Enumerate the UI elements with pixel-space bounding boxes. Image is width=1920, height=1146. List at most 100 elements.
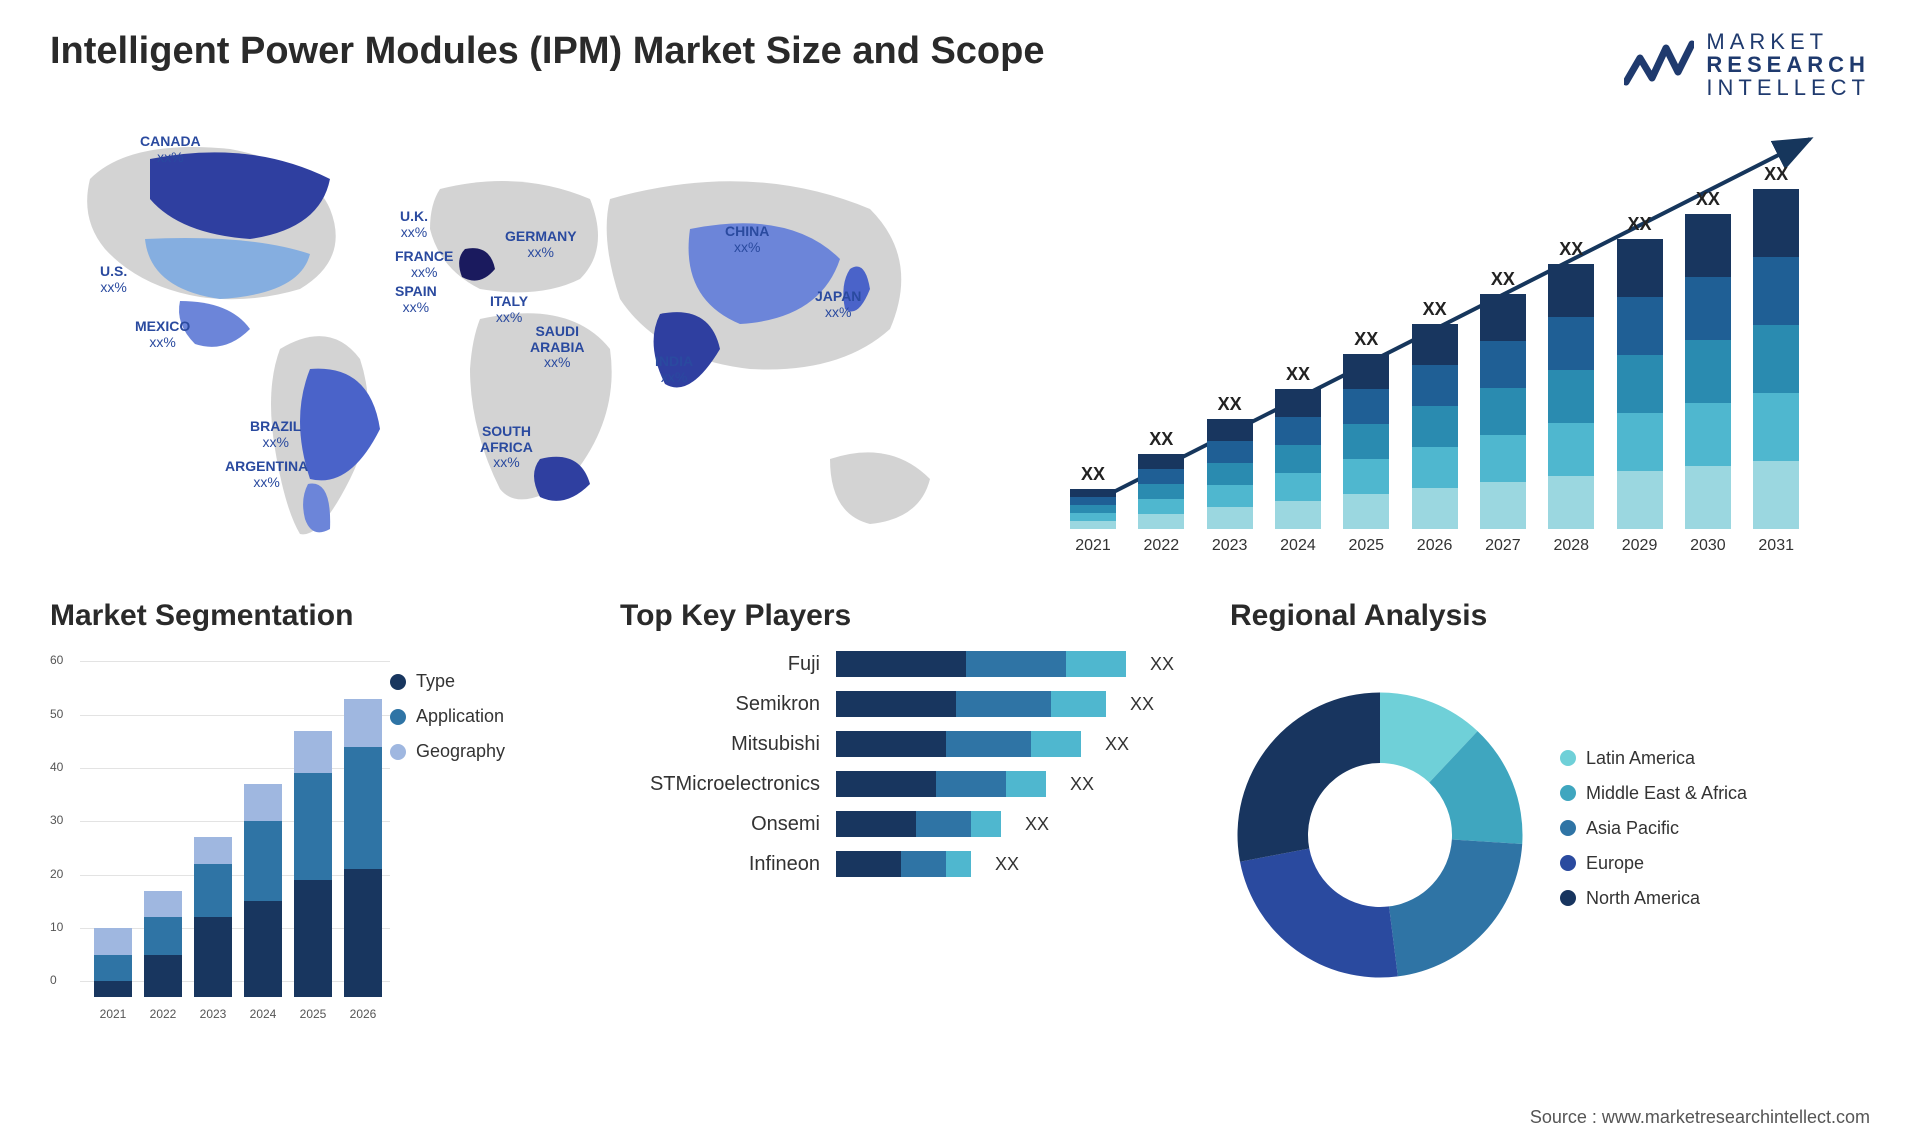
player-name: Fuji — [620, 653, 820, 676]
player-name: Semikron — [620, 693, 820, 716]
growth-value-label: XX — [1205, 394, 1255, 415]
player-row: Semikron XX — [620, 691, 1180, 717]
seg-legend-item: Type — [390, 671, 570, 692]
logo-text: MARKET RESEARCH INTELLECT — [1706, 30, 1870, 99]
page-title: Intelligent Power Modules (IPM) Market S… — [50, 30, 1045, 73]
seg-xlabel: 2026 — [343, 1007, 383, 1021]
growth-value-label: XX — [1410, 299, 1460, 320]
player-name: STMicroelectronics — [620, 773, 820, 796]
growth-value-label: XX — [1546, 239, 1596, 260]
growth-xlabel: 2023 — [1205, 537, 1255, 555]
player-name: Infineon — [620, 853, 820, 876]
map-label-saudiarabia: SAUDIARABIAxx% — [530, 324, 584, 370]
segmentation-panel: Market Segmentation 01020304050602021202… — [50, 599, 570, 1019]
growth-bar-2028 — [1548, 264, 1594, 529]
regional-title: Regional Analysis — [1230, 599, 1870, 633]
seg-ylabel: 20 — [50, 867, 63, 881]
growth-xlabel: 2027 — [1478, 537, 1528, 555]
players-chart: FujiXXSemikronXXMitsubishiXXSTMicroelect… — [620, 651, 1180, 891]
growth-value-label: XX — [1341, 329, 1391, 350]
growth-bar-2022 — [1138, 454, 1184, 529]
seg-ylabel: 60 — [50, 653, 63, 667]
seg-bar-2026 — [344, 699, 382, 998]
players-panel: Top Key Players FujiXXSemikronXXMitsubis… — [620, 599, 1180, 1019]
growth-value-label: XX — [1478, 269, 1528, 290]
map-label-germany: GERMANYxx% — [505, 229, 577, 260]
growth-bar-2021 — [1070, 489, 1116, 529]
seg-bar-2021 — [94, 928, 132, 997]
donut-slice — [1389, 840, 1522, 977]
player-value: XX — [1025, 814, 1049, 835]
map-label-japan: JAPANxx% — [815, 289, 861, 320]
map-label-india: INDIAxx% — [655, 354, 693, 385]
growth-xlabel: 2022 — [1136, 537, 1186, 555]
map-label-southafrica: SOUTHAFRICAxx% — [480, 424, 533, 470]
seg-ylabel: 40 — [50, 760, 63, 774]
growth-xlabel: 2026 — [1410, 537, 1460, 555]
growth-bar-2031 — [1753, 189, 1799, 529]
regional-donut — [1230, 685, 1530, 985]
growth-value-label: XX — [1683, 189, 1733, 210]
map-label-china: CHINAxx% — [725, 224, 769, 255]
map-label-canada: CANADAxx% — [140, 134, 201, 165]
seg-legend-item: Application — [390, 706, 570, 727]
player-value: XX — [995, 854, 1019, 875]
growth-value-label: XX — [1615, 214, 1665, 235]
map-label-uk: U.K.xx% — [400, 209, 428, 240]
regional-legend-item: Europe — [1560, 853, 1870, 874]
logo-icon — [1624, 38, 1694, 92]
seg-legend-item: Geography — [390, 741, 570, 762]
growth-chart: 2021XX2022XX2023XX2024XX2025XX2026XX2027… — [1050, 119, 1870, 559]
growth-bar-2024 — [1275, 389, 1321, 529]
player-value: XX — [1105, 734, 1129, 755]
source-label: Source : www.marketresearchintellect.com — [1530, 1107, 1870, 1128]
regional-legend-item: Latin America — [1560, 748, 1870, 769]
player-value: XX — [1130, 694, 1154, 715]
seg-xlabel: 2022 — [143, 1007, 183, 1021]
player-bar — [836, 851, 971, 877]
player-bar — [836, 651, 1126, 677]
seg-ylabel: 30 — [50, 813, 63, 827]
growth-xlabel: 2031 — [1751, 537, 1801, 555]
seg-bar-2024 — [244, 784, 282, 997]
player-bar — [836, 731, 1081, 757]
growth-bar-2025 — [1343, 354, 1389, 529]
seg-bar-2025 — [294, 731, 332, 998]
growth-xlabel: 2028 — [1546, 537, 1596, 555]
segmentation-title: Market Segmentation — [50, 599, 570, 633]
seg-xlabel: 2025 — [293, 1007, 333, 1021]
top-row: CANADAxx% U.S.xx% MEXICOxx% U.K.xx% FRANCExx… — [50, 119, 1870, 559]
player-name: Onsemi — [620, 813, 820, 836]
growth-bar-2029 — [1617, 239, 1663, 529]
donut-slice — [1240, 849, 1398, 978]
brand-logo: MARKET RESEARCH INTELLECT — [1624, 30, 1870, 99]
growth-value-label: XX — [1273, 364, 1323, 385]
player-value: XX — [1070, 774, 1094, 795]
map-label-mexico: MEXICOxx% — [135, 319, 190, 350]
player-row: STMicroelectronics XX — [620, 771, 1180, 797]
player-bar — [836, 771, 1046, 797]
seg-ylabel: 0 — [50, 973, 57, 987]
player-bar — [836, 691, 1106, 717]
player-row: Onsemi XX — [620, 811, 1180, 837]
growth-value-label: XX — [1751, 164, 1801, 185]
map-label-italy: ITALYxx% — [490, 294, 528, 325]
player-bar — [836, 811, 1001, 837]
bottom-row: Market Segmentation 01020304050602021202… — [50, 599, 1870, 1019]
seg-ylabel: 10 — [50, 920, 63, 934]
growth-bar-2027 — [1480, 294, 1526, 529]
growth-xlabel: 2030 — [1683, 537, 1733, 555]
player-row: Infineon XX — [620, 851, 1180, 877]
player-row: Mitsubishi XX — [620, 731, 1180, 757]
world-map-panel: CANADAxx% U.S.xx% MEXICOxx% U.K.xx% FRANCExx… — [50, 119, 1010, 559]
map-label-france: FRANCExx% — [395, 249, 453, 280]
growth-xlabel: 2021 — [1068, 537, 1118, 555]
regional-legend: Latin AmericaMiddle East & AfricaAsia Pa… — [1560, 748, 1870, 923]
growth-value-label: XX — [1136, 429, 1186, 450]
seg-ylabel: 50 — [50, 707, 63, 721]
regional-legend-item: Asia Pacific — [1560, 818, 1870, 839]
seg-xlabel: 2023 — [193, 1007, 233, 1021]
growth-xlabel: 2024 — [1273, 537, 1323, 555]
player-name: Mitsubishi — [620, 733, 820, 756]
map-label-us: U.S.xx% — [100, 264, 127, 295]
